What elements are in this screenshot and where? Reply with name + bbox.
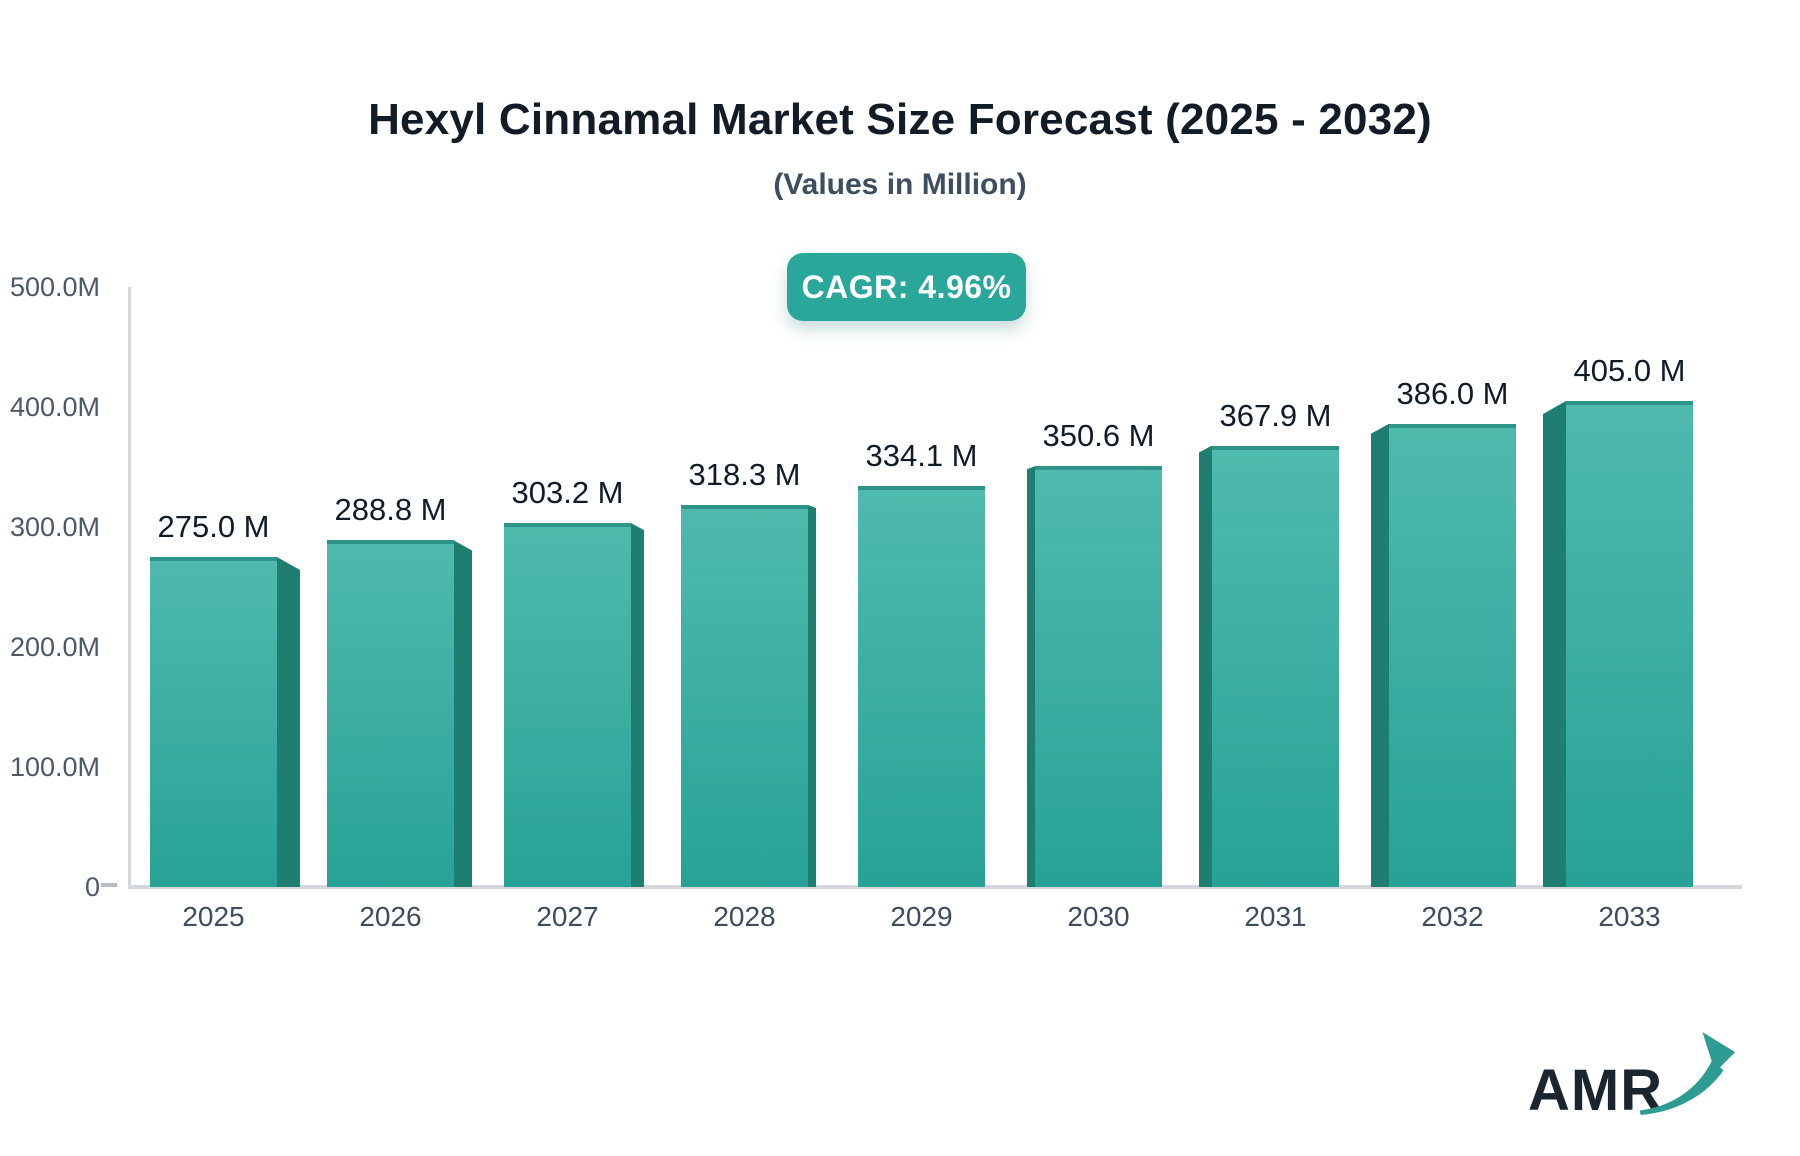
bar-2030 xyxy=(1035,466,1162,887)
x-tick-label: 2033 xyxy=(1598,901,1661,932)
bar-value-label: 318.3 M xyxy=(688,457,801,493)
bar-2026 xyxy=(327,540,454,887)
y-tick-label: 0 xyxy=(84,872,100,902)
growth-arrow-icon xyxy=(1639,1032,1736,1115)
y-tick-label: 100.0M xyxy=(9,752,100,782)
bar-side-face xyxy=(1199,445,1212,887)
cagr-label: CAGR: 4.96% xyxy=(801,268,1012,305)
bar-side-face xyxy=(631,523,644,887)
amr-logo: AMR xyxy=(1528,1028,1737,1122)
x-axis-line xyxy=(128,885,1742,889)
bar-value-label: 350.6 M xyxy=(1042,418,1155,454)
bar-side-face xyxy=(454,540,472,887)
bar-2025 xyxy=(150,557,277,887)
x-tick-label: 2026 xyxy=(359,901,422,932)
bar-2032 xyxy=(1389,423,1516,887)
y-tick-label: 400.0M xyxy=(9,392,100,422)
bar-value-label: 303.2 M xyxy=(511,475,624,511)
bar-value-label: 367.9 M xyxy=(1219,397,1332,433)
y-tick-label: 300.0M xyxy=(9,512,100,542)
bar-side-face xyxy=(808,505,816,887)
amr-logo-text: AMR xyxy=(1528,1058,1664,1123)
bar-value-label: 386.0 M xyxy=(1396,375,1509,411)
bar-2029 xyxy=(858,486,985,887)
x-tick-label: 2030 xyxy=(1067,901,1130,932)
bar-side-face xyxy=(1371,423,1389,887)
bar-side-face xyxy=(277,557,300,887)
x-tick-label: 2032 xyxy=(1421,901,1484,932)
x-tick-label: 2027 xyxy=(536,901,599,932)
bar-2028 xyxy=(681,505,808,887)
x-tick-label: 2025 xyxy=(182,901,245,932)
bar-side-face xyxy=(1543,401,1566,887)
bar-side-face xyxy=(1027,466,1035,887)
cagr-badge: CAGR: 4.96% xyxy=(787,253,1026,321)
y-axis-line xyxy=(128,287,131,889)
bar-value-label: 275.0 M xyxy=(157,509,270,544)
chart-subtitle: (Values in Million) xyxy=(773,168,1027,201)
bar-2027 xyxy=(504,523,631,887)
x-tick-label: 2028 xyxy=(713,901,776,932)
bar-value-label: 334.1 M xyxy=(865,438,978,474)
bar-2033 xyxy=(1566,401,1693,887)
x-tick-label: 2031 xyxy=(1244,901,1307,932)
bar-value-label: 288.8 M xyxy=(334,492,447,528)
y-tick-label: 500.0M xyxy=(9,272,100,302)
chart-title: Hexyl Cinnamal Market Size Forecast (202… xyxy=(368,95,1432,144)
zero-tick-dash xyxy=(101,883,117,887)
y-tick-label: 200.0M xyxy=(9,632,100,662)
x-tick-label: 2029 xyxy=(890,901,953,932)
bar-2031 xyxy=(1212,445,1339,887)
bar-value-label: 405.0 M xyxy=(1573,353,1686,388)
